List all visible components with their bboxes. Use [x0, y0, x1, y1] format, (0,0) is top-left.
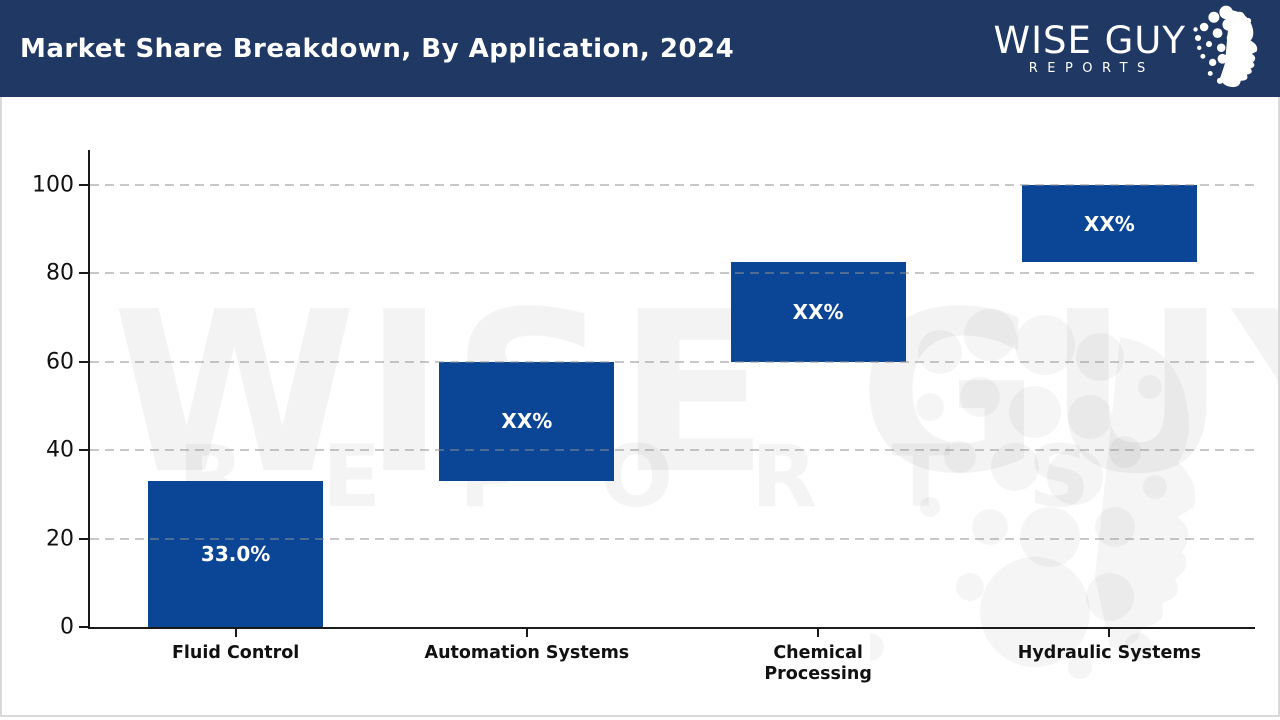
figure-border-right: [1278, 97, 1280, 717]
y-tick-mark-20: [79, 537, 88, 540]
y-tick-mark-40: [79, 449, 88, 452]
bar-value-label: XX%: [792, 300, 844, 325]
y-tick-label-100: 100: [32, 172, 74, 198]
logo-wordmark: WISE GUY REPORTS: [993, 18, 1186, 76]
y-tick-label-60: 60: [46, 349, 74, 375]
bar-value-label: 33.0%: [200, 542, 271, 567]
y-tick-mark-80: [79, 272, 88, 275]
gridline-40: [90, 449, 1255, 452]
x-tick-mark-0: [234, 629, 237, 637]
brand-logo: WISE GUY REPORTS: [994, 5, 1274, 93]
gridline-20: [90, 537, 1255, 540]
watermark-face-icon: [870, 309, 1196, 679]
y-tick-mark-60: [79, 360, 88, 363]
y-tick-label-0: 0: [60, 614, 74, 640]
gridline-80: [90, 272, 1255, 275]
header-bar: Market Share Breakdown, By Application, …: [0, 0, 1280, 97]
figure-border-left: [0, 97, 2, 717]
bar-chemical-processing: XX%: [730, 262, 906, 362]
logo-wordmark-line2: REPORTS: [1028, 60, 1155, 76]
gridline-100: [90, 184, 1255, 186]
x-tick-label-3: Hydraulic Systems: [1017, 643, 1201, 663]
logo-wordmark-line1: WISE GUY: [993, 18, 1186, 62]
x-tick-label-1: Automation Systems: [424, 643, 630, 663]
logo-face-icon: [1193, 5, 1258, 87]
plot-area: 0 20 40 60 80 100 33.0% Fluid Control XX% Automat…: [32, 150, 1255, 684]
x-tick-label-0: Fluid Control: [171, 643, 300, 663]
bar-fluid-control: 33.0%: [148, 481, 324, 627]
bar-value-label: XX%: [1083, 211, 1135, 236]
bar-hydraulic-systems: XX%: [1021, 185, 1197, 263]
x-tick-mark-3: [1108, 629, 1111, 637]
x-tick-label-2: Chemical Processing: [764, 643, 872, 684]
figure-border-bottom: [0, 715, 1280, 717]
y-tick-label-40: 40: [46, 437, 74, 463]
chart-canvas: WISE GUY REPORTS 0 20 40 60 80 100 33.0% Fluid …: [0, 97, 1280, 720]
bar-automation-systems: XX%: [439, 361, 615, 482]
chart-title: Market Share Breakdown, By Application, …: [20, 33, 735, 64]
watermark-text-wiseguy: WISE GUY: [112, 265, 1280, 523]
bar-value-label: XX%: [501, 409, 553, 434]
y-tick-mark-100: [79, 184, 88, 186]
y-tick-label-20: 20: [46, 526, 74, 552]
x-tick-mark-1: [525, 629, 528, 637]
y-tick-label-80: 80: [46, 260, 74, 286]
watermark-text-reports: REPORTS: [178, 427, 1168, 527]
y-tick-mark-0: [79, 626, 88, 628]
gridline-60: [90, 360, 1255, 363]
x-tick-mark-2: [817, 629, 820, 637]
